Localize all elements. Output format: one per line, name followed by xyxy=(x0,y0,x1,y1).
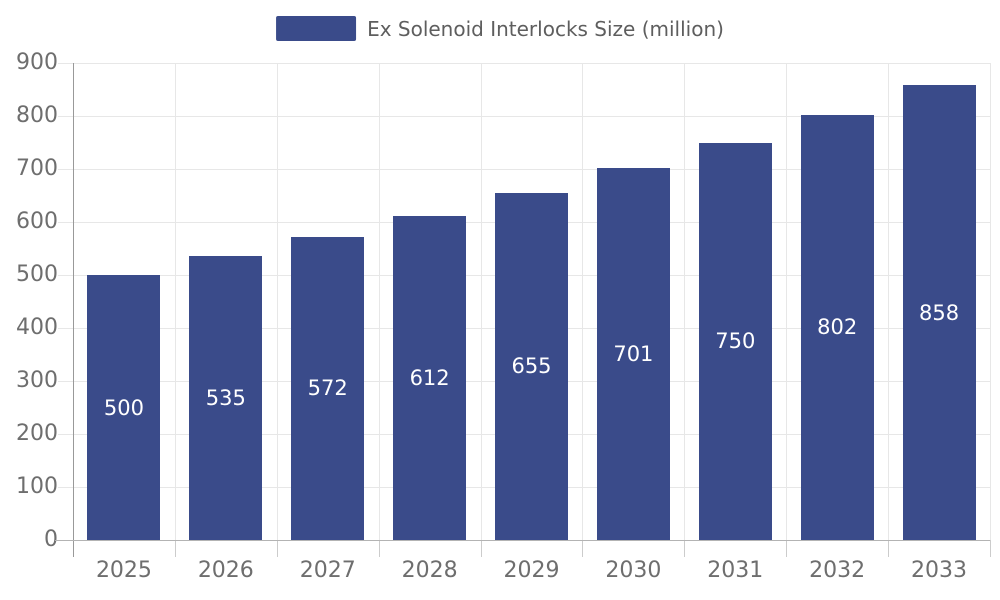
x-axis-tick-mark xyxy=(888,540,890,557)
gridline-vertical xyxy=(888,63,890,540)
x-axis-tick-mark xyxy=(582,540,584,557)
bar-value-label: 612 xyxy=(409,365,450,390)
x-axis-tick-label: 2028 xyxy=(401,558,458,583)
gridline-vertical xyxy=(990,63,991,540)
x-axis-tick-mark xyxy=(378,540,380,557)
x-axis-tick-mark xyxy=(990,540,991,557)
y-axis-tick-label: 300 xyxy=(16,368,58,393)
bar-value-label: 750 xyxy=(715,329,756,354)
gridline-vertical xyxy=(276,63,278,540)
bar-2031: 750 xyxy=(698,142,772,540)
bar-2027: 572 xyxy=(291,236,365,540)
x-axis-tick-label: 2029 xyxy=(503,558,560,583)
bar-value-label: 572 xyxy=(307,376,348,401)
bar-2025: 500 xyxy=(87,275,161,540)
x-axis-tick-mark xyxy=(786,540,788,557)
bar-value-label: 535 xyxy=(205,386,246,411)
y-axis-tick-label: 0 xyxy=(44,527,58,552)
x-axis-tick-label: 2032 xyxy=(809,558,866,583)
x-axis-tick-label: 2031 xyxy=(707,558,764,583)
bar-2029: 655 xyxy=(495,192,568,540)
gridline-vertical xyxy=(786,63,788,540)
gridline-horizontal xyxy=(58,116,990,117)
bar-2032: 802 xyxy=(800,114,874,540)
gridline-vertical xyxy=(378,63,380,540)
x-axis-line xyxy=(55,540,990,541)
x-axis-tick-mark xyxy=(684,540,686,557)
bar-2033: 858 xyxy=(902,85,976,540)
x-axis-tick-label: 2027 xyxy=(299,558,356,583)
x-axis-tick-label: 2030 xyxy=(605,558,662,583)
bar-2028: 612 xyxy=(393,215,467,540)
legend[interactable]: Ex Solenoid Interlocks Size (million) xyxy=(276,16,724,41)
y-axis-tick-label: 900 xyxy=(16,50,58,75)
x-axis-tick-label: 2026 xyxy=(197,558,254,583)
x-axis-tick-mark xyxy=(480,540,482,557)
x-axis-tick-label: 2025 xyxy=(95,558,152,583)
y-axis-tick-label: 600 xyxy=(16,209,58,234)
y-axis-line xyxy=(73,63,74,557)
gridline-horizontal xyxy=(58,169,990,170)
bar-value-label: 500 xyxy=(103,395,144,420)
gridline-vertical xyxy=(582,63,584,540)
y-axis-tick-label: 800 xyxy=(16,103,58,128)
gridline-vertical xyxy=(480,63,482,540)
bar-value-label: 858 xyxy=(919,300,960,325)
x-axis-tick-mark xyxy=(276,540,278,557)
bar-value-label: 802 xyxy=(817,315,858,340)
y-axis-tick-label: 400 xyxy=(16,315,58,340)
gridline-vertical xyxy=(684,63,686,540)
bar-value-label: 701 xyxy=(613,342,654,367)
bar-2030: 701 xyxy=(596,168,670,540)
legend-label: Ex Solenoid Interlocks Size (million) xyxy=(367,16,724,41)
y-axis-tick-label: 200 xyxy=(16,421,58,446)
y-axis-tick-label: 700 xyxy=(16,156,58,181)
gridline-vertical xyxy=(174,63,176,540)
bar-2026: 535 xyxy=(189,256,263,540)
bar-value-label: 655 xyxy=(511,354,552,379)
y-axis-tick-label: 100 xyxy=(16,474,58,499)
y-axis-tick-label: 500 xyxy=(16,262,58,287)
gridline-horizontal xyxy=(58,63,990,64)
x-axis-tick-label: 2033 xyxy=(911,558,968,583)
legend-swatch xyxy=(276,16,357,41)
x-axis-tick-mark xyxy=(174,540,176,557)
